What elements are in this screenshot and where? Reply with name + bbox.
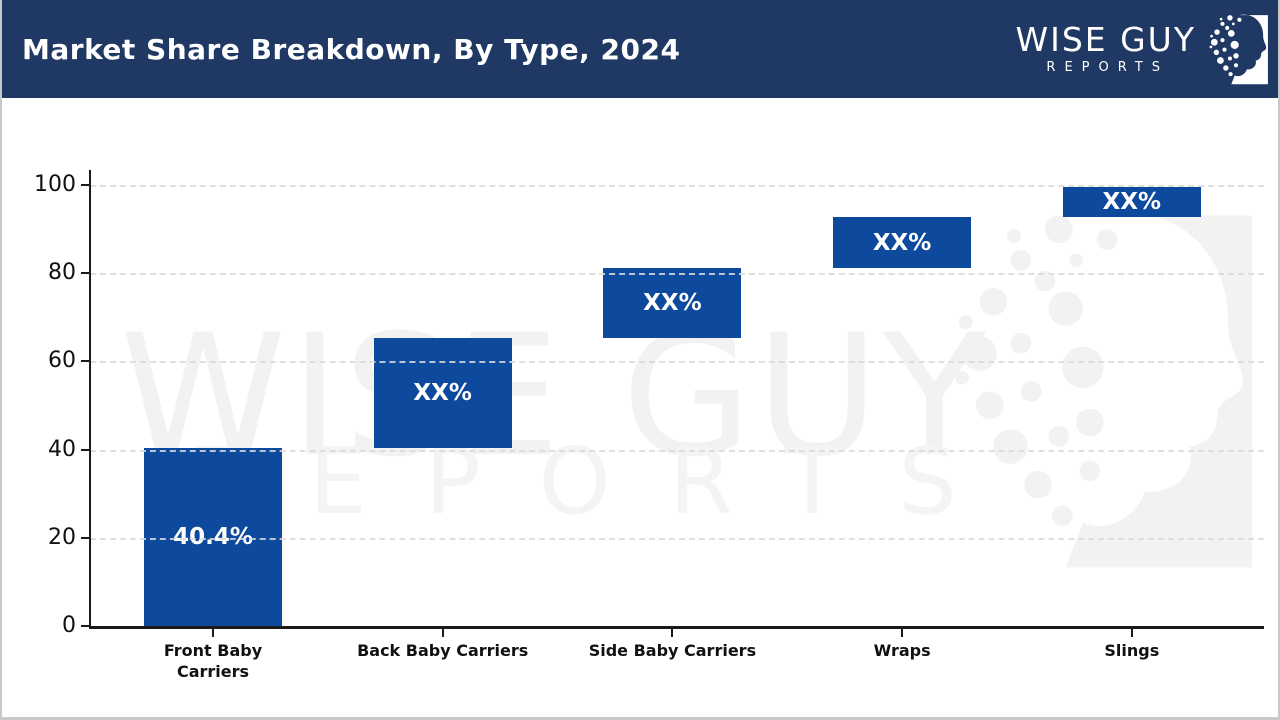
y-axis-tick-label: 60 <box>48 348 76 374</box>
gridline-80 <box>90 273 1264 276</box>
x-axis-category-label-line: Carriers <box>176 662 250 681</box>
y-axis-tick-label: 80 <box>48 260 76 286</box>
bar-slings: XX% <box>1062 187 1201 217</box>
logo-reports-label: REPORTS <box>1046 59 1170 75</box>
x-axis-tick-mark <box>441 629 444 637</box>
x-axis-category-label-line: Slings <box>1104 641 1160 660</box>
x-axis-category-label-line: Back Baby Carriers <box>357 641 529 660</box>
y-axis-tick-label: 40 <box>48 436 76 462</box>
x-axis-tick-mark <box>901 629 904 637</box>
bar-side-baby-carriers: XX% <box>603 268 742 339</box>
page-title: Market Share Breakdown, By Type, 2024 <box>22 32 681 66</box>
wiseguy-head-icon <box>1209 14 1268 85</box>
x-axis-category-label-line: Side Baby Carriers <box>588 641 757 660</box>
y-axis-tick-mark <box>81 625 89 627</box>
x-axis-category-label: Front Baby Carriers <box>98 640 328 682</box>
x-axis-category-label-line: Wraps <box>873 641 931 660</box>
x-axis-category-label: Slings <box>1017 640 1247 661</box>
bar-value-label: XX% <box>643 290 702 317</box>
x-axis-line <box>89 626 1264 629</box>
x-axis-category-label-line: Front Baby <box>163 641 263 660</box>
gridline-40 <box>90 449 1264 452</box>
y-axis-tick-mark <box>81 272 89 275</box>
header-bar: Market Share Breakdown, By Type, 2024 WI… <box>2 0 1278 98</box>
y-axis-tick-mark <box>81 360 89 363</box>
bar-back-baby-carriers: XX% <box>373 338 512 448</box>
bar-value-label: XX% <box>413 380 472 407</box>
y-axis-tick-mark <box>81 184 89 186</box>
x-axis-tick-mark <box>1130 629 1133 637</box>
y-axis-line <box>89 170 91 628</box>
y-axis-tick-mark <box>81 448 89 451</box>
x-axis-category-label: Side Baby Carriers <box>557 640 787 661</box>
y-axis-tick-label: 0 <box>62 613 76 638</box>
y-axis-tick-mark <box>81 536 89 539</box>
gridline-100 <box>90 185 1264 187</box>
x-axis-tick-mark <box>671 629 674 637</box>
bar-front-baby-carriers: 40.4% <box>144 447 282 626</box>
y-axis-tick-label: 20 <box>48 524 76 550</box>
bar-value-label: XX% <box>872 229 932 256</box>
wiseguy-logo: WISE GUY REPORTS <box>1015 11 1268 87</box>
bar-wraps: XX% <box>833 216 972 269</box>
logo-wiseguy-label: WISE GUY <box>1015 20 1196 60</box>
x-axis-category-label: Wraps <box>787 640 1017 661</box>
wiseguy-logo-text: WISE GUY REPORTS <box>1015 23 1196 75</box>
x-axis-tick-mark <box>212 629 214 637</box>
x-axis-category-label: Back Baby Carriers <box>328 640 558 661</box>
y-axis-tick-label: 100 <box>34 172 76 197</box>
bar-value-label: 40.4% <box>173 523 253 550</box>
gridline-60 <box>90 361 1264 364</box>
bar-value-label: XX% <box>1102 188 1162 215</box>
gridline-20 <box>90 537 1264 540</box>
